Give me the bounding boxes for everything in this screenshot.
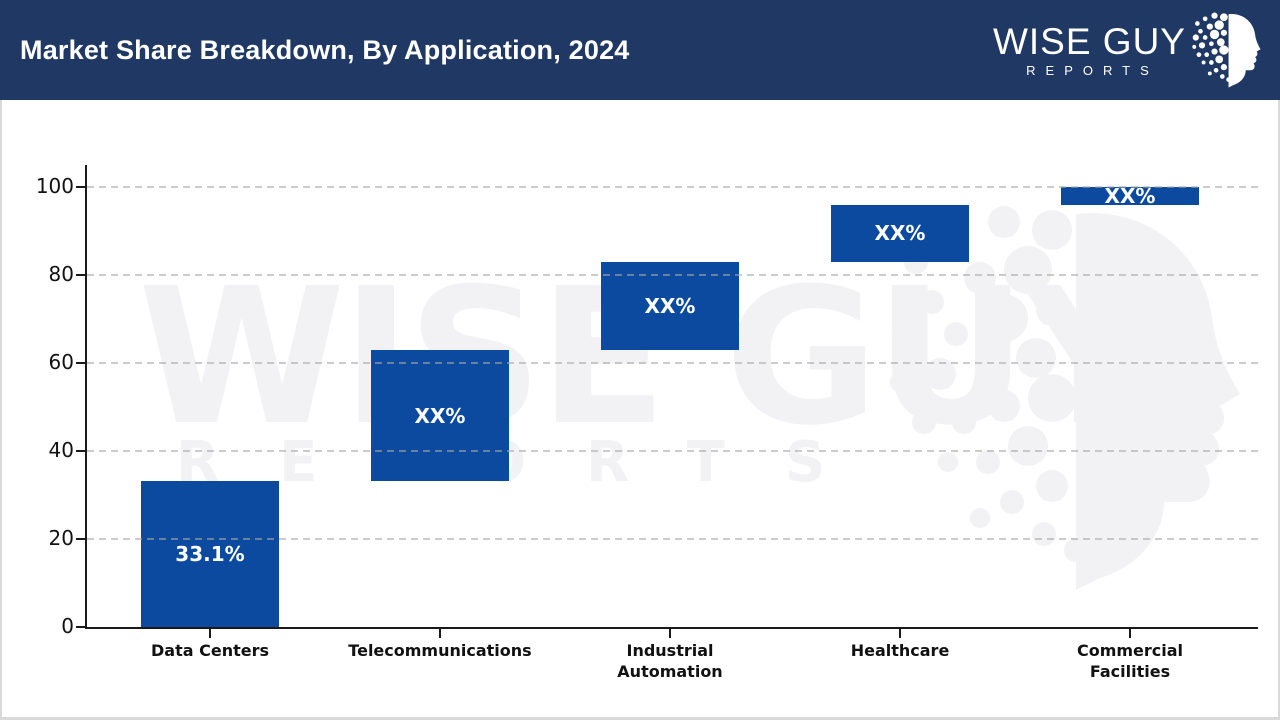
- logo-face-icon: [1192, 12, 1261, 88]
- x-tick-mark: [1129, 629, 1131, 638]
- y-tick-label: 0: [61, 614, 74, 638]
- bar-label-healthcare: XX%: [874, 221, 926, 246]
- x-tick-mark: [899, 629, 901, 638]
- y-axis-line: [85, 165, 87, 629]
- x-tick-mark: [669, 629, 671, 638]
- x-tick-label-Data Centers: Data Centers: [151, 641, 269, 660]
- x-tick-mark: [439, 629, 441, 638]
- bar-label-data-centers: 33.1%: [175, 542, 245, 567]
- bar-label-industrial-automation: XX%: [644, 293, 696, 318]
- y-tick-label: 80: [48, 262, 74, 286]
- gridline: [87, 274, 1258, 276]
- x-tick-mark: [209, 629, 211, 638]
- wise-guy-logo: WISE GUY REPORTS: [993, 10, 1266, 90]
- x-tick-label-Commercial Facilities: Commercial Facilities: [1076, 641, 1184, 681]
- logo-subtitle: REPORTS: [1026, 63, 1159, 78]
- y-tick-label: 60: [48, 350, 74, 374]
- x-tick-label-Industrial Automation: Industrial Automation: [617, 641, 723, 681]
- bar-commercial-facilities: XX%: [1061, 184, 1199, 208]
- logo-wordmark: WISE GUY: [992, 21, 1186, 62]
- x-tick-label-Telecommunications: Telecommunications: [348, 641, 532, 660]
- logo-text: WISE GUY REPORTS: [993, 23, 1186, 77]
- x-axis-line: [85, 627, 1258, 629]
- bar-industrial-automation: XX%: [601, 261, 739, 350]
- y-tick-mark: [76, 626, 85, 628]
- gridline: [87, 538, 1258, 540]
- y-tick-mark: [76, 274, 85, 276]
- y-tick-label: 100: [35, 174, 74, 198]
- bar-label-telecommunications: XX%: [414, 403, 466, 428]
- bar-data-centers: 33.1%: [141, 481, 279, 627]
- page-title: Market Share Breakdown, By Application, …: [20, 34, 630, 65]
- header: Market Share Breakdown, By Application, …: [0, 0, 1280, 100]
- watermark-face-icon: [890, 206, 1240, 590]
- gridline: [87, 186, 1258, 188]
- bar-healthcare: XX%: [831, 204, 969, 262]
- y-tick-mark: [76, 450, 85, 452]
- y-tick-mark: [76, 538, 85, 540]
- y-tick-mark: [76, 186, 85, 188]
- y-tick-label: 20: [48, 526, 74, 550]
- x-tick-label-Healthcare: Healthcare: [850, 641, 950, 660]
- gridline: [87, 362, 1258, 364]
- gridline: [87, 450, 1258, 452]
- bar-telecommunications: XX%: [371, 349, 509, 482]
- y-tick-mark: [76, 362, 85, 364]
- y-tick-label: 40: [48, 438, 74, 462]
